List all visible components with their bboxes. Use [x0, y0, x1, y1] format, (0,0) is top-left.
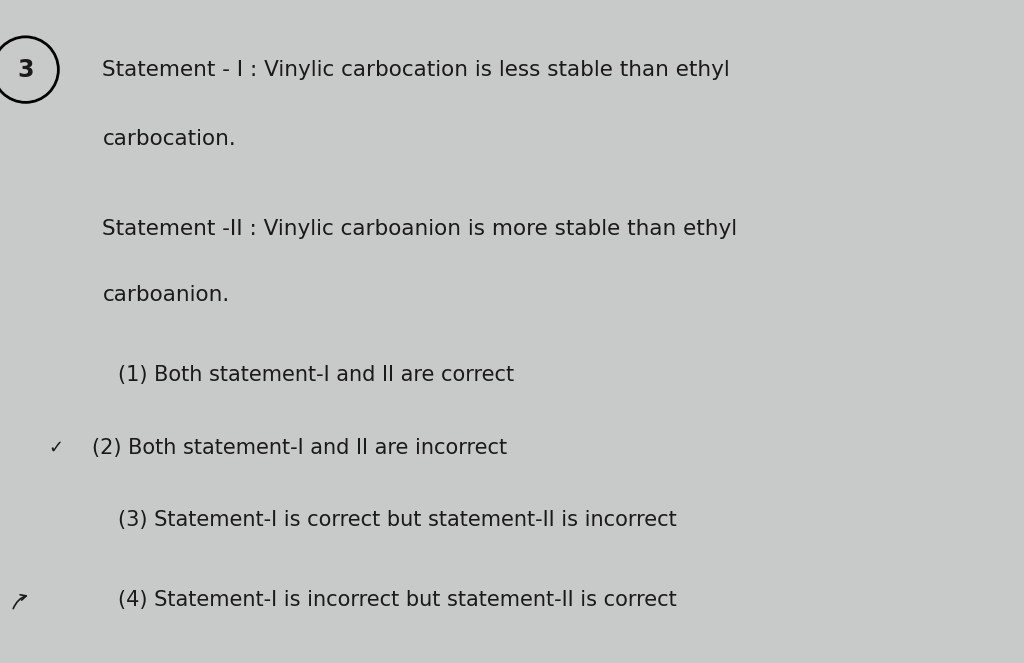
Text: Statement - I : Vinylic carbocation is less stable than ethyl: Statement - I : Vinylic carbocation is l…	[102, 60, 730, 80]
Text: (2) Both statement-I and II are incorrect: (2) Both statement-I and II are incorrec…	[92, 438, 507, 457]
Text: Statement -II : Vinylic carboanion is more stable than ethyl: Statement -II : Vinylic carboanion is mo…	[102, 219, 737, 239]
Text: (1) Both statement-I and II are correct: (1) Both statement-I and II are correct	[118, 365, 514, 385]
Text: (4) Statement-I is incorrect but statement-II is correct: (4) Statement-I is incorrect but stateme…	[118, 590, 677, 610]
Text: (3) Statement-I is correct but statement-II is incorrect: (3) Statement-I is correct but statement…	[118, 511, 677, 530]
Text: carbocation.: carbocation.	[102, 129, 237, 149]
Text: carboanion.: carboanion.	[102, 285, 229, 305]
Text: ✓: ✓	[49, 438, 63, 457]
Text: 3: 3	[17, 58, 34, 82]
